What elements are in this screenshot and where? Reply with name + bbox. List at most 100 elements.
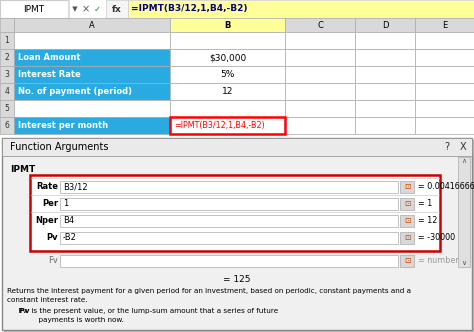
Bar — [14, 117, 170, 134]
Text: ×: × — [82, 4, 90, 14]
Text: = number: = number — [418, 256, 459, 265]
Bar — [0, 49, 14, 66]
Text: $30,000: $30,000 — [209, 53, 246, 62]
Text: ⊡: ⊡ — [404, 182, 410, 191]
Text: 5%: 5% — [220, 70, 235, 79]
Bar — [60, 198, 398, 210]
Bar — [14, 100, 170, 117]
Bar — [60, 215, 398, 227]
Text: Pv: Pv — [7, 308, 29, 314]
Text: A: A — [89, 21, 95, 30]
Text: = 0.004166667: = 0.004166667 — [418, 182, 474, 191]
Text: Returns the interest payment for a given period for an investment, based on peri: Returns the interest payment for a given… — [7, 288, 411, 294]
Bar — [4, 140, 474, 332]
Bar — [14, 18, 170, 32]
Bar — [60, 255, 398, 267]
Text: ▼: ▼ — [70, 6, 78, 12]
Bar — [415, 18, 474, 32]
Text: = 125: = 125 — [223, 275, 251, 284]
Text: B: B — [224, 21, 231, 30]
Text: Interest Rate: Interest Rate — [18, 70, 81, 79]
Bar — [0, 100, 14, 117]
Text: IPMT: IPMT — [10, 164, 35, 174]
Bar — [415, 117, 474, 134]
Text: B3/12: B3/12 — [63, 182, 88, 191]
Bar — [285, 117, 355, 134]
Bar — [415, 66, 474, 83]
Bar — [60, 232, 398, 244]
Text: ∨: ∨ — [461, 260, 466, 266]
Bar — [355, 117, 415, 134]
Bar — [170, 117, 285, 134]
Bar — [0, 66, 14, 83]
Text: Nper: Nper — [35, 216, 58, 225]
Text: No. of payment (period): No. of payment (period) — [18, 87, 132, 96]
Text: ⊡: ⊡ — [404, 199, 410, 208]
Text: =IPMT(B3/12,1,B4,-B2): =IPMT(B3/12,1,B4,-B2) — [131, 5, 247, 14]
Bar — [415, 49, 474, 66]
Bar — [30, 175, 440, 251]
Text: fx: fx — [112, 5, 122, 14]
Text: Pv: Pv — [46, 233, 58, 242]
Bar — [170, 66, 285, 83]
Text: Rate: Rate — [36, 182, 58, 191]
Bar — [106, 0, 128, 18]
Text: C: C — [317, 21, 323, 30]
Bar — [355, 100, 415, 117]
Bar — [400, 255, 414, 267]
Bar — [400, 181, 414, 193]
Text: 2: 2 — [5, 53, 9, 62]
Text: 6: 6 — [5, 121, 9, 130]
Text: = -30000: = -30000 — [418, 233, 455, 242]
Text: Pv  is the present value, or the lump-sum amount that a series of future: Pv is the present value, or the lump-sum… — [7, 308, 278, 314]
Text: ⊡: ⊡ — [404, 216, 410, 225]
Text: Function Arguments: Function Arguments — [10, 142, 109, 152]
Bar — [14, 49, 170, 66]
Bar — [14, 83, 170, 100]
Bar — [0, 0, 68, 18]
Bar — [285, 83, 355, 100]
Bar — [68, 0, 70, 18]
Bar — [285, 100, 355, 117]
Text: ∧: ∧ — [461, 158, 466, 164]
Text: Per: Per — [42, 199, 58, 208]
Text: B4: B4 — [63, 216, 74, 225]
Bar — [400, 215, 414, 227]
Text: 12: 12 — [222, 87, 233, 96]
Text: -B2: -B2 — [63, 233, 77, 242]
Bar — [2, 138, 472, 330]
Bar — [415, 100, 474, 117]
Text: X: X — [460, 142, 466, 152]
Text: ?: ? — [444, 142, 449, 152]
Bar — [170, 83, 285, 100]
Bar — [355, 32, 415, 49]
Text: 5: 5 — [5, 104, 9, 113]
Bar — [0, 117, 14, 134]
Text: 3: 3 — [5, 70, 9, 79]
Text: 1: 1 — [63, 199, 68, 208]
Bar — [400, 198, 414, 210]
Text: E: E — [442, 21, 447, 30]
Bar — [355, 83, 415, 100]
Bar — [415, 83, 474, 100]
Text: = 12: = 12 — [418, 216, 438, 225]
Bar — [0, 83, 14, 100]
Bar — [0, 18, 14, 32]
Bar — [415, 32, 474, 49]
Bar — [285, 18, 355, 32]
Bar — [285, 66, 355, 83]
Bar — [2, 138, 472, 156]
Bar — [400, 232, 414, 244]
Bar — [60, 181, 398, 193]
Text: D: D — [382, 21, 388, 30]
Text: ⊡: ⊡ — [404, 256, 410, 265]
Text: Loan Amount: Loan Amount — [18, 53, 81, 62]
Bar — [128, 0, 474, 18]
Bar — [170, 18, 285, 32]
Text: ✓: ✓ — [94, 5, 101, 14]
Bar — [14, 66, 170, 83]
Text: 1: 1 — [5, 36, 9, 45]
Bar — [355, 49, 415, 66]
Bar — [170, 49, 285, 66]
Bar — [458, 157, 470, 267]
